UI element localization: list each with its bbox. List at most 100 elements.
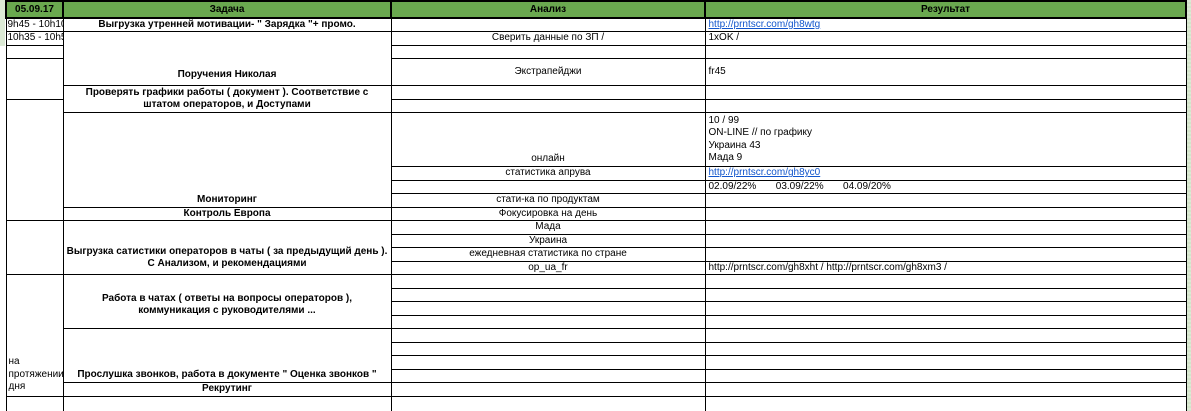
empty-cell[interactable]	[390, 179, 706, 194]
empty-cell[interactable]	[390, 328, 706, 343]
row: Рекрутинг	[6, 382, 1187, 397]
analysis-online-cell[interactable]: онлайн	[390, 112, 706, 167]
row: Экстрапейджи fr45	[5, 58, 1187, 100]
daily-plan-table: 05.09.17 Задача Анализ Результат 9h45 - …	[5, 0, 1187, 411]
row: Контроль Европа Фокусировка на день	[6, 206, 1187, 221]
empty-cell[interactable]	[704, 274, 1187, 289]
row: op_ua_fr http://prntscr.com/gh8xht / htt…	[6, 260, 1187, 275]
sheet-right-margin	[1186, 0, 1191, 411]
row: Прослушка звонков, работа в документе " …	[6, 328, 1187, 383]
empty-cell[interactable]	[704, 314, 1187, 329]
empty-cell[interactable]	[390, 341, 706, 356]
result-link-approve[interactable]: http://prntscr.com/gh8yc0	[708, 167, 821, 179]
row: 10h35 - 10h55 Поручения Николая Сверить …	[5, 31, 1187, 86]
empty-cell[interactable]	[5, 44, 64, 59]
row	[6, 341, 1187, 356]
row: 9h45 - 10h10 Выгрузка утренней мотивации…	[5, 17, 1187, 32]
analysis-daily-country-cell[interactable]: ежедневная статистика по стране	[390, 247, 706, 262]
result-link-morning[interactable]: http://prntscr.com/gh8wtg	[708, 19, 821, 30]
empty-cell[interactable]	[704, 85, 1187, 100]
empty-cell[interactable]	[704, 395, 1187, 411]
result-op-links-cell[interactable]: http://prntscr.com/gh8xht / http://prnts…	[704, 260, 1187, 275]
empty-cell[interactable]	[704, 98, 1187, 113]
row: статистика апрува http://prntscr.com/gh8…	[6, 166, 1187, 181]
empty-cell[interactable]	[5, 220, 64, 275]
empty-cell[interactable]	[704, 382, 1187, 397]
analysis-mada-cell[interactable]: Мада	[390, 220, 706, 235]
result-morning-cell[interactable]: http://prntscr.com/gh8wtg	[704, 17, 1187, 32]
row	[5, 395, 1187, 411]
empty-cell[interactable]	[390, 395, 706, 411]
empty-cell[interactable]	[390, 287, 706, 302]
result-percents-cell[interactable]: 02.09/22% 03.09/22% 04.09/20%	[704, 179, 1187, 194]
analysis-salary-cell[interactable]: Сверить данные по ЗП /	[390, 31, 706, 46]
result-approve-cell[interactable]: http://prntscr.com/gh8yc0	[704, 166, 1187, 181]
empty-cell[interactable]	[704, 193, 1187, 208]
day-note-cell[interactable]: на протяжении дня	[5, 274, 64, 397]
task-nikolay-cell[interactable]: Поручения Николая	[62, 31, 392, 86]
empty-cell[interactable]	[704, 44, 1187, 59]
empty-cell[interactable]	[704, 220, 1187, 235]
task-morning-cell[interactable]: Выгрузка утренней мотивации- " Зарядка "…	[62, 17, 392, 32]
result-extrapages-cell[interactable]: fr45	[704, 58, 1187, 86]
task-chat-stats-cell[interactable]: Выгрузка сатистики операторов в чаты ( з…	[62, 220, 392, 275]
row	[6, 301, 1187, 316]
empty-cell[interactable]	[390, 85, 706, 100]
analysis-ukraine-cell[interactable]: Украина	[390, 233, 706, 248]
analysis-extrapages-cell[interactable]: Экстрапейджи	[390, 58, 706, 86]
empty-cell[interactable]	[5, 98, 64, 221]
empty-cell[interactable]	[5, 395, 64, 411]
task-chat-work-cell[interactable]: Работа в чатах ( ответы на вопросы опера…	[62, 274, 392, 329]
empty-cell[interactable]	[390, 98, 706, 113]
analysis-op-ua-fr-cell[interactable]: op_ua_fr	[390, 260, 706, 275]
empty-cell[interactable]	[390, 355, 706, 370]
row: Мониторинг онлайн 10 / 99 ON-LINE // по …	[6, 112, 1187, 208]
row: Украина	[6, 233, 1187, 248]
header-date-cell[interactable]: 05.09.17	[5, 0, 64, 19]
empty-cell[interactable]	[704, 355, 1187, 370]
empty-cell[interactable]	[390, 274, 706, 289]
row: на протяжении дня Работа в чатах ( ответ…	[5, 274, 1187, 397]
result-salary-cell[interactable]: 1xOK /	[704, 31, 1187, 46]
empty-cell[interactable]	[390, 301, 706, 316]
empty-cell[interactable]	[704, 247, 1187, 262]
header-result-cell[interactable]: Результат	[704, 0, 1187, 19]
row	[5, 98, 1187, 221]
task-monitoring-cell[interactable]: Мониторинг	[62, 112, 392, 208]
empty-cell[interactable]	[704, 287, 1187, 302]
empty-cell[interactable]	[704, 233, 1187, 248]
task-schedules-cell[interactable]: Проверять графики работы ( документ ). С…	[62, 85, 392, 113]
row	[6, 287, 1187, 302]
empty-cell[interactable]	[5, 58, 64, 100]
analysis-products-cell[interactable]: стати-ка по продуктам	[390, 193, 706, 208]
empty-cell[interactable]	[704, 328, 1187, 343]
header-row: 05.09.17 Задача Анализ Результат	[5, 0, 1187, 19]
empty-cell[interactable]	[390, 314, 706, 329]
task-control-europe-cell[interactable]: Контроль Европа	[62, 206, 392, 221]
empty-cell[interactable]	[390, 382, 706, 397]
row	[6, 368, 1187, 383]
row	[6, 355, 1187, 370]
analysis-focus-cell[interactable]: Фокусировка на день	[390, 206, 706, 221]
empty-cell[interactable]	[390, 17, 706, 32]
header-analysis-cell[interactable]: Анализ	[390, 0, 706, 19]
task-recruiting-cell[interactable]: Рекрутинг	[62, 382, 392, 397]
header-task-cell[interactable]: Задача	[62, 0, 392, 19]
empty-cell[interactable]	[704, 341, 1187, 356]
row: ежедневная статистика по стране	[6, 247, 1187, 262]
empty-cell[interactable]	[704, 368, 1187, 383]
empty-cell[interactable]	[390, 368, 706, 383]
empty-cell[interactable]	[704, 301, 1187, 316]
row	[6, 314, 1187, 329]
row: Выгрузка сатистики операторов в чаты ( з…	[5, 220, 1187, 275]
result-online-cell[interactable]: 10 / 99 ON-LINE // по графику Украина 43…	[704, 112, 1187, 167]
sheet-left-margin	[0, 0, 5, 46]
time-cell-2[interactable]: 10h35 - 10h55	[5, 31, 64, 46]
row: Проверять графики работы ( документ ). С…	[6, 85, 1187, 113]
empty-cell[interactable]	[704, 206, 1187, 221]
empty-cell[interactable]	[390, 44, 706, 59]
task-calls-cell[interactable]: Прослушка звонков, работа в документе " …	[62, 328, 392, 383]
analysis-approve-cell[interactable]: статистика апрува	[390, 166, 706, 181]
empty-cell[interactable]	[62, 395, 392, 411]
time-cell-1[interactable]: 9h45 - 10h10	[5, 17, 64, 32]
